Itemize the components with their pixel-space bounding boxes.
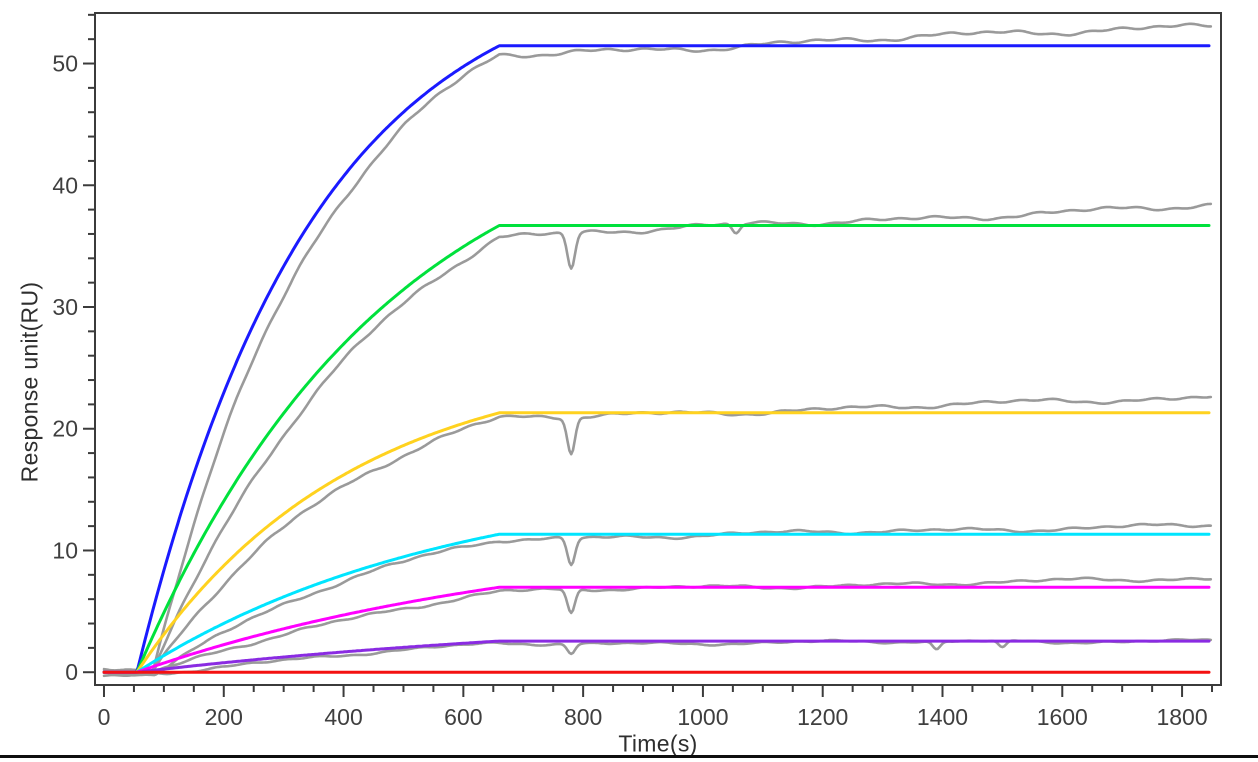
raw-blue-trace (102, 22, 1213, 675)
fit-blue-curve (102, 44, 1211, 674)
raw-violet-trace (102, 638, 1213, 676)
x-tick-label: 600 (444, 704, 482, 730)
y-tick-label: 40 (52, 172, 78, 198)
x-tick-label: 200 (205, 704, 243, 730)
raw-cyan-trace (102, 522, 1213, 677)
x-tick-label: 400 (324, 704, 362, 730)
fit-magenta-curve (102, 585, 1211, 674)
x-tick-label: 1200 (797, 704, 848, 730)
plot-frame (94, 12, 1222, 686)
y-tick-label: 10 (52, 537, 78, 563)
x-tick-label: 0 (98, 704, 111, 730)
fit-cyan-curve (102, 532, 1211, 674)
fit-green-curve (102, 224, 1211, 674)
raw-green-trace (102, 202, 1213, 678)
x-tick-label: 1600 (1037, 704, 1088, 730)
y-axis-title: Response unit(RU) (16, 281, 43, 483)
y-tick-label: 20 (52, 416, 78, 442)
fit-violet-curve (102, 639, 1211, 674)
y-tick-label: 50 (52, 51, 78, 77)
x-axis-title: Time(s) (618, 730, 698, 757)
x-tick-label: 1000 (677, 704, 728, 730)
y-tick-label: 0 (65, 659, 78, 685)
x-tick-label: 800 (564, 704, 602, 730)
y-tick-label: 30 (52, 294, 78, 320)
x-tick-label: 1800 (1156, 704, 1207, 730)
fit-yellow-curve (102, 411, 1211, 674)
window-bottom-border (0, 755, 1258, 758)
x-tick-label: 1400 (917, 704, 968, 730)
